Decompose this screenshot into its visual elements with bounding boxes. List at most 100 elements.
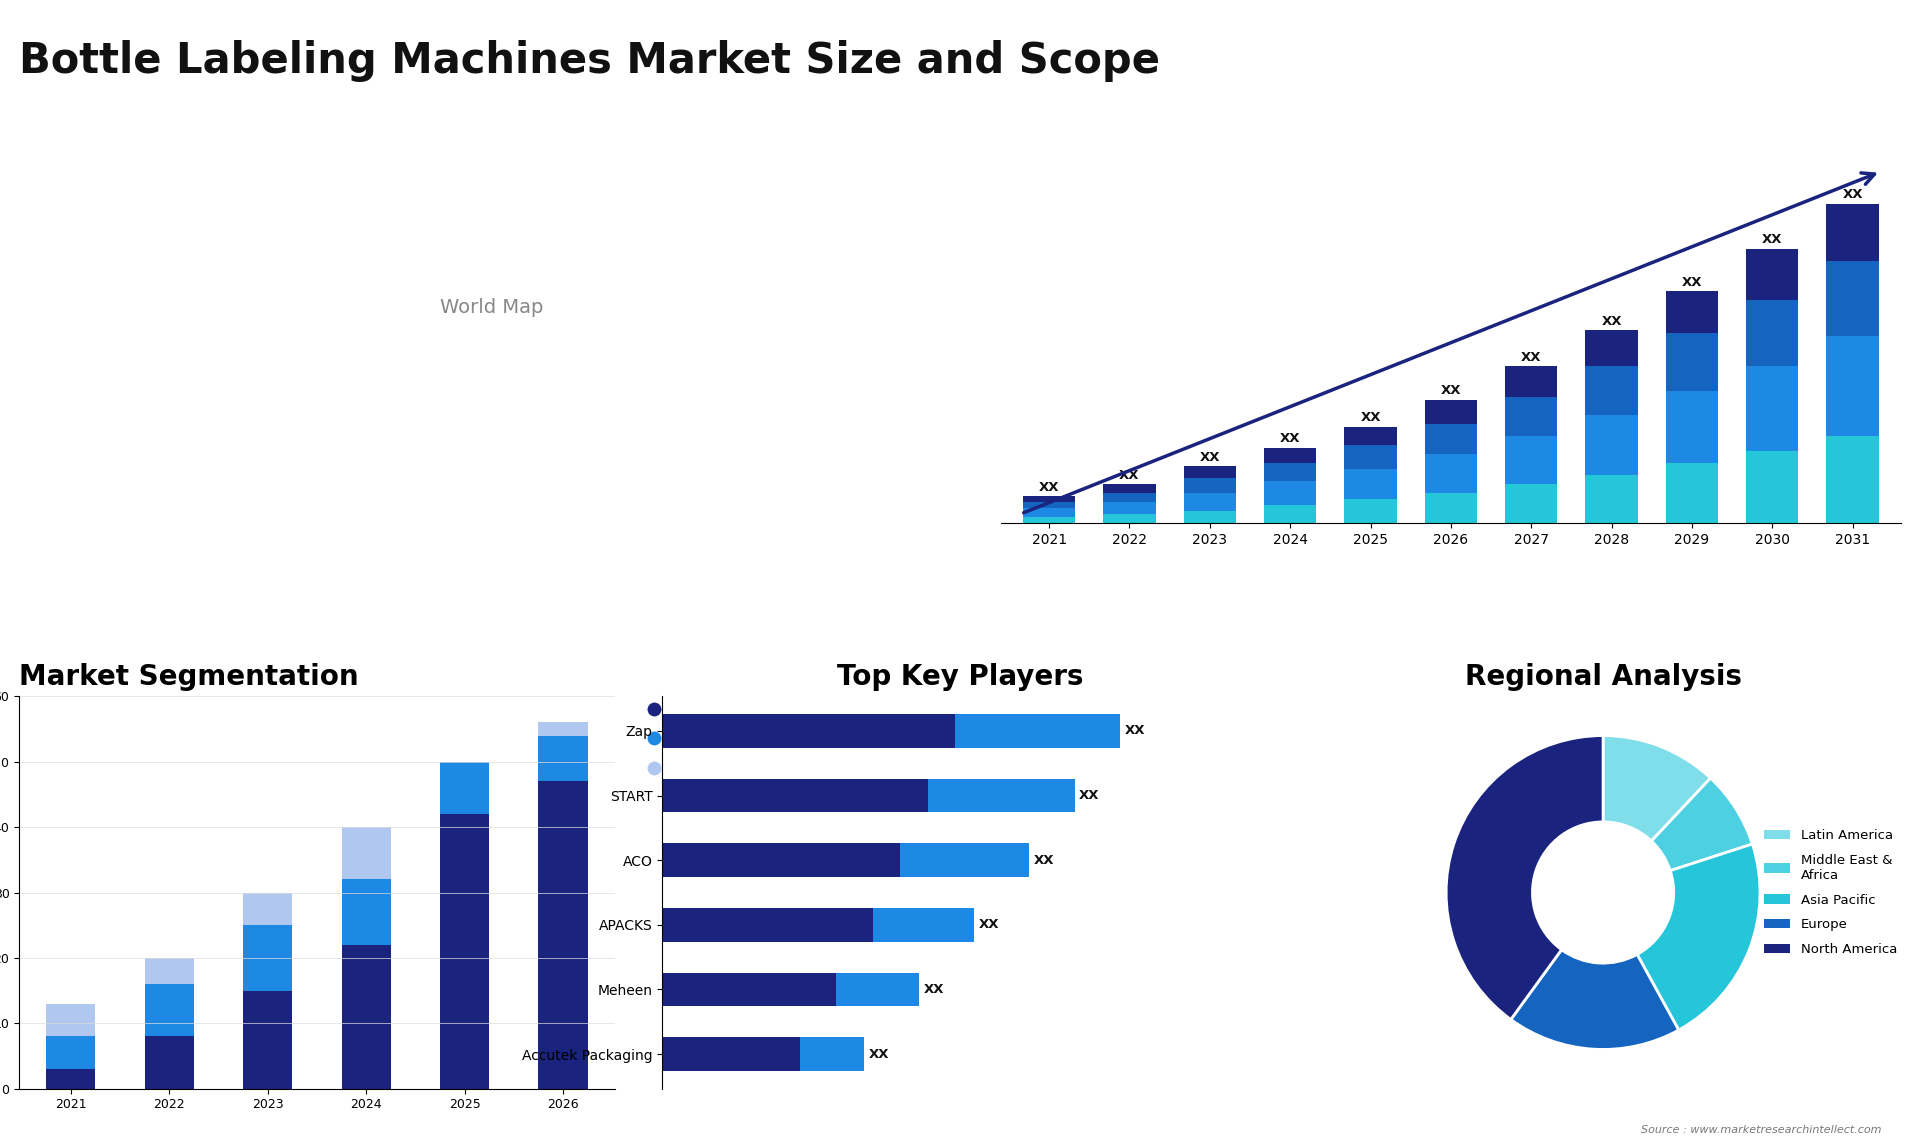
Bar [1586,367,1638,415]
Bar [1425,400,1476,424]
Bar [1023,517,1075,524]
Text: XX: XX [1200,450,1219,464]
Title: Regional Analysis: Regional Analysis [1465,664,1741,691]
Bar [1745,367,1799,450]
Bar [662,843,900,877]
Bar [1826,336,1878,435]
Bar [1745,300,1799,367]
Bar [1586,476,1638,524]
Bar [144,1036,194,1089]
Text: World Map: World Map [440,298,543,317]
Bar [662,779,927,813]
Bar [1104,493,1156,502]
Bar [900,843,1029,877]
Bar [1263,463,1317,481]
Bar [1185,511,1236,524]
Bar [956,714,1119,747]
Text: XX: XX [868,1047,889,1060]
Bar [244,925,292,990]
Bar [1667,291,1718,333]
Text: XX: XX [1843,188,1862,202]
Bar [1344,469,1396,500]
Text: XX: XX [1521,351,1542,364]
Bar [662,908,874,942]
Text: XX: XX [1359,411,1380,424]
Text: Market Segmentation: Market Segmentation [19,664,359,691]
Bar [662,1037,801,1070]
Bar [46,1036,96,1069]
Legend: Latin America, Middle East &
Africa, Asia Pacific, Europe, North America: Latin America, Middle East & Africa, Asi… [1759,824,1903,961]
Bar [46,1069,96,1089]
Bar [1263,448,1317,463]
Text: Bottle Labeling Machines Market Size and Scope: Bottle Labeling Machines Market Size and… [19,40,1160,83]
Bar [1425,454,1476,493]
Bar [440,814,490,1089]
Wedge shape [1446,736,1603,1020]
Text: XX: XX [1119,469,1140,481]
Bar [1104,502,1156,515]
Text: XX: XX [924,983,945,996]
Bar [1023,496,1075,502]
Bar [874,908,973,942]
Bar [440,762,490,814]
Bar [1185,466,1236,478]
Bar [1826,261,1878,336]
Bar [1667,463,1718,524]
Legend: Type, Application, Geography: Type, Application, Geography [634,696,768,782]
Text: XX: XX [1033,854,1054,866]
Bar [538,736,588,782]
Bar [538,782,588,1089]
Bar [342,944,392,1089]
Text: XX: XX [1763,234,1782,246]
Bar [1826,435,1878,524]
Bar [1586,415,1638,476]
Bar [1104,515,1156,524]
Bar [1826,204,1878,261]
Bar [1505,397,1557,435]
Text: XX: XX [1281,432,1300,446]
Bar [1745,249,1799,300]
Bar [144,984,194,1036]
Bar [662,714,956,747]
Bar [144,958,194,984]
Bar [1344,445,1396,469]
Text: XX: XX [1601,315,1622,328]
Title: Top Key Players: Top Key Players [837,664,1083,691]
Text: XX: XX [1440,384,1461,398]
Wedge shape [1511,950,1678,1050]
Text: XX: XX [1682,276,1703,289]
Bar [244,990,292,1089]
Bar [1023,508,1075,517]
Bar [1667,333,1718,391]
Bar [1344,426,1396,445]
Bar [801,1037,864,1070]
Bar [1185,493,1236,511]
Bar [1505,484,1557,524]
Bar [538,722,588,736]
Polygon shape [1617,29,1697,95]
Bar [342,827,392,879]
Bar [1505,435,1557,484]
Bar [342,879,392,944]
Bar [1745,450,1799,524]
Bar [1344,500,1396,524]
Bar [1104,484,1156,493]
Bar [662,973,837,1006]
Wedge shape [1603,736,1711,841]
Text: XX: XX [1079,790,1100,802]
Bar [1425,493,1476,524]
Bar [1586,330,1638,367]
Bar [1185,478,1236,493]
Text: XX: XX [1125,724,1146,738]
Bar [1263,481,1317,505]
Wedge shape [1651,778,1753,871]
Bar [1023,502,1075,508]
Bar [244,893,292,925]
Bar [1263,505,1317,524]
Wedge shape [1638,843,1761,1030]
Bar [1667,391,1718,463]
Bar [46,1004,96,1036]
Text: MARKET
RESEARCH
INTELLECT: MARKET RESEARCH INTELLECT [1778,41,1832,73]
Bar [837,973,920,1006]
Bar [1505,367,1557,397]
